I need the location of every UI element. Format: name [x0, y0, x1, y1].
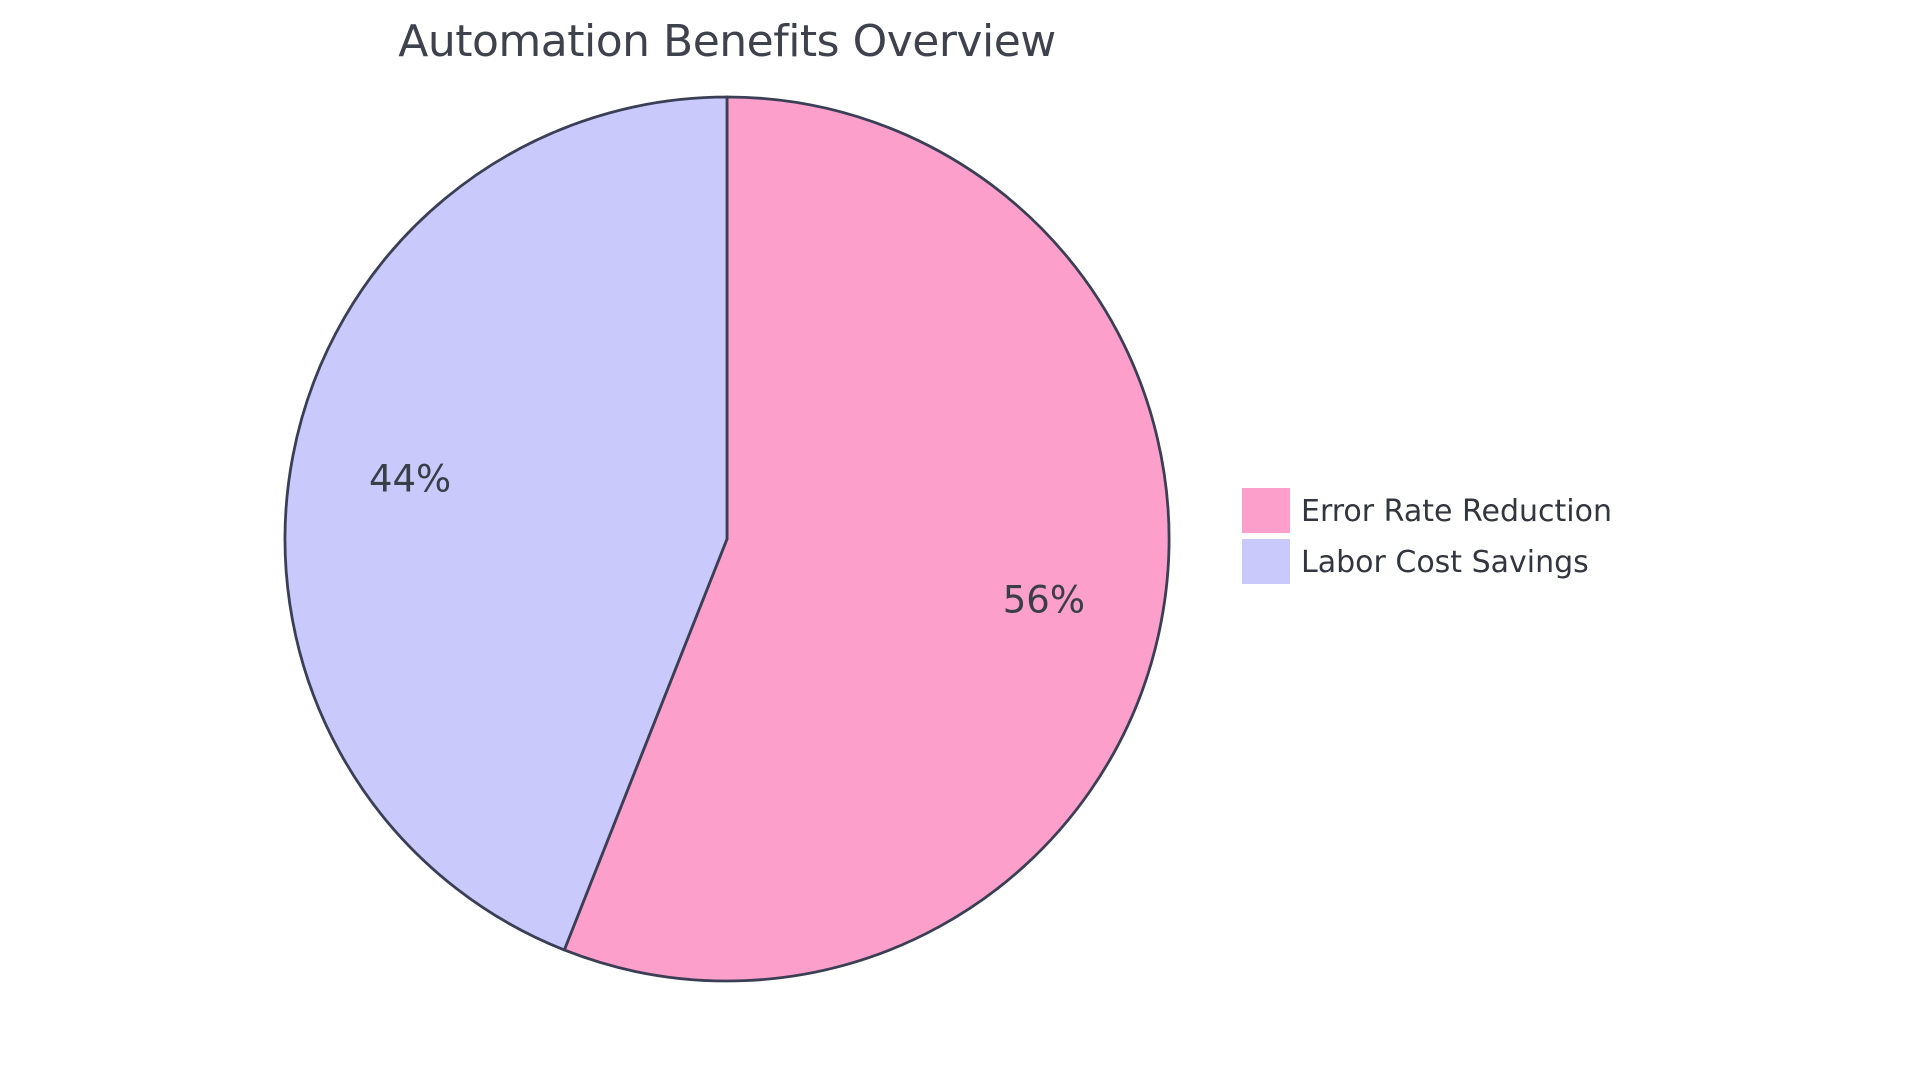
pie-slice-0 — [562, 95, 1171, 983]
pie-slice-1 — [283, 95, 729, 952]
chart-title: Automation Benefits Overview — [398, 16, 1056, 67]
legend-label-1: Labor Cost Savings — [1301, 545, 1589, 580]
slice-percent-label-1: 44% — [369, 458, 451, 501]
legend-swatch-1 — [1242, 539, 1290, 584]
slice-percent-label-0: 56% — [1003, 579, 1085, 622]
legend-swatch-0 — [1242, 488, 1290, 533]
legend: Error Rate Reduction Labor Cost Savings — [1242, 488, 1612, 584]
pie-slices — [283, 95, 1171, 983]
legend-label-0: Error Rate Reduction — [1301, 494, 1612, 529]
pie-labels: 56% 44% — [369, 458, 1085, 622]
